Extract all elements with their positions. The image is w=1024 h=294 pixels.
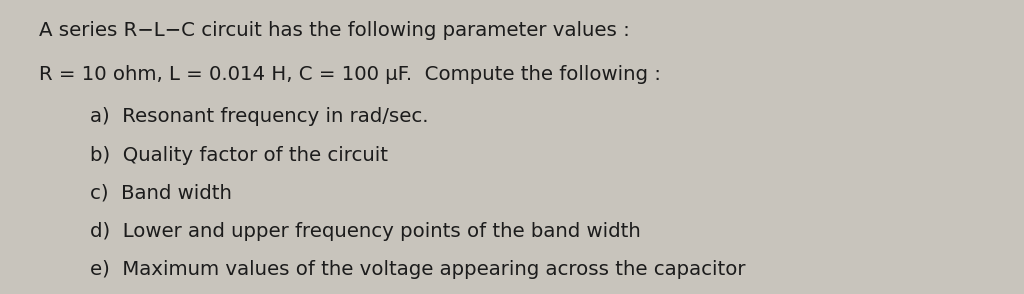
Text: e)  Maximum values of the voltage appearing across the capacitor: e) Maximum values of the voltage appeari… (90, 260, 745, 279)
Text: d)  Lower and upper frequency points of the band width: d) Lower and upper frequency points of t… (90, 222, 641, 241)
Text: R = 10 ohm, L = 0.014 H, C = 100 μF.  Compute the following :: R = 10 ohm, L = 0.014 H, C = 100 μF. Com… (39, 65, 660, 84)
Text: b)  Quality factor of the circuit: b) Quality factor of the circuit (90, 146, 388, 165)
Text: c)  Band width: c) Band width (90, 184, 232, 203)
Text: A series R−L−C circuit has the following parameter values :: A series R−L−C circuit has the following… (39, 21, 630, 40)
Text: a)  Resonant frequency in rad/sec.: a) Resonant frequency in rad/sec. (90, 107, 429, 126)
